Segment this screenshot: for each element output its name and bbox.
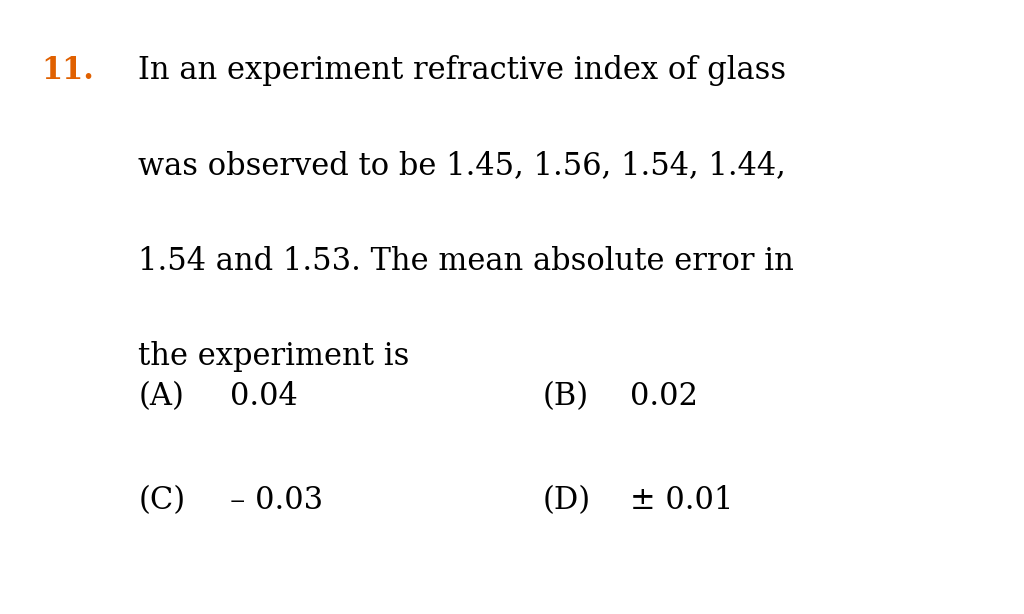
Text: (A): (A)	[138, 381, 184, 411]
Text: 1.54 and 1.53. The mean absolute error in: 1.54 and 1.53. The mean absolute error i…	[138, 246, 795, 276]
Text: – 0.03: – 0.03	[230, 485, 324, 516]
Text: (D): (D)	[543, 485, 591, 516]
Text: (B): (B)	[543, 381, 589, 411]
Text: the experiment is: the experiment is	[138, 341, 410, 371]
Text: 11.: 11.	[41, 55, 94, 86]
Text: 0.02: 0.02	[630, 381, 697, 411]
Text: In an experiment refractive index of glass: In an experiment refractive index of gla…	[138, 55, 786, 86]
Text: was observed to be 1.45, 1.56, 1.54, 1.44,: was observed to be 1.45, 1.56, 1.54, 1.4…	[138, 150, 786, 181]
Text: ± 0.01: ± 0.01	[630, 485, 733, 516]
Text: 0.04: 0.04	[230, 381, 298, 411]
Text: (C): (C)	[138, 485, 185, 516]
